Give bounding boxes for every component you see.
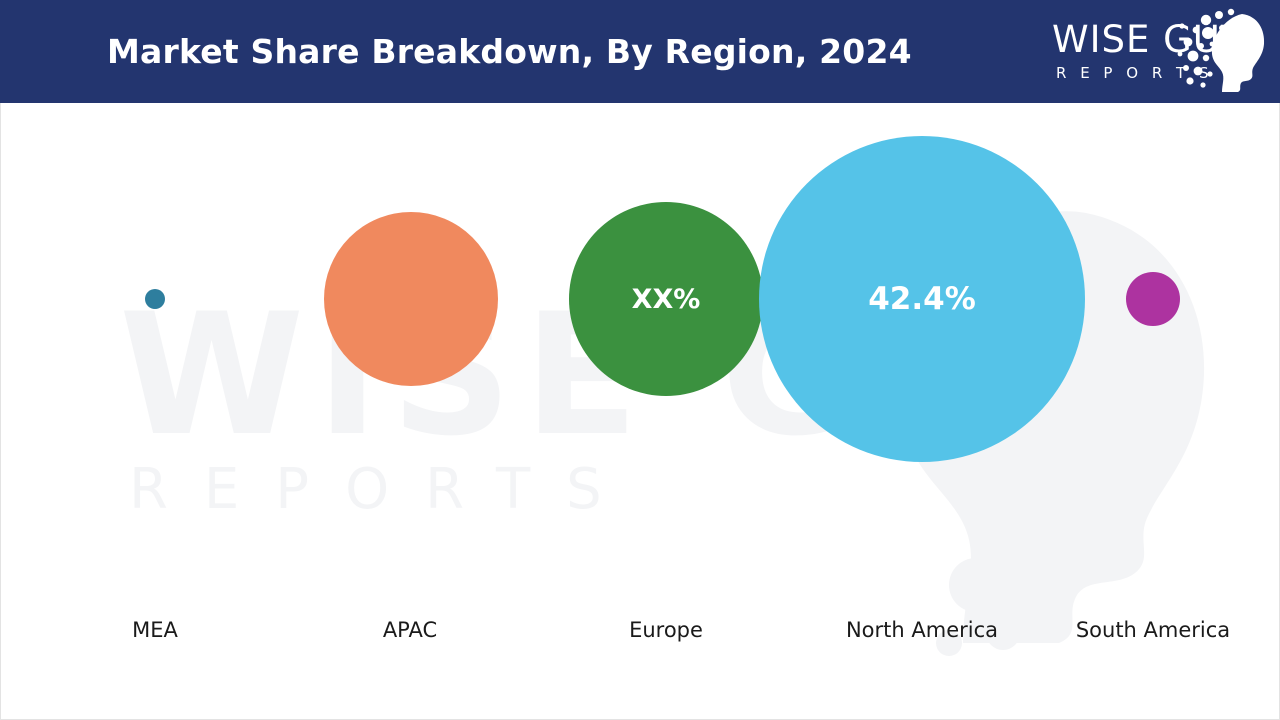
header-bar: Market Share Breakdown, By Region, 2024 … bbox=[0, 0, 1280, 103]
chart-plot-area: WISE GUY REPORTS XX% 42.4% bbox=[0, 103, 1280, 720]
axis-label-north-america: North America bbox=[845, 618, 999, 642]
bubble-south-america[interactable] bbox=[1126, 272, 1180, 326]
axis-label-south-america: South America bbox=[1075, 618, 1231, 642]
logo-wordmark-primary: WISE GUY bbox=[1052, 18, 1244, 61]
bubble-label-north-america: 42.4% bbox=[868, 280, 976, 317]
watermark-text-secondary: REPORTS bbox=[129, 457, 638, 522]
bubble-label-europe: XX% bbox=[631, 283, 701, 315]
axis-label-apac: APAC bbox=[382, 618, 438, 642]
logo-wordmark-secondary: R E P O R T S bbox=[1056, 64, 1213, 82]
bubble-apac[interactable] bbox=[324, 212, 498, 386]
axis-label-mea: MEA bbox=[132, 618, 178, 642]
bubble-mea[interactable] bbox=[145, 289, 165, 309]
logo-head-profile-icon bbox=[1177, 8, 1265, 92]
bubble-europe[interactable]: XX% bbox=[569, 202, 763, 396]
bubble-north-america[interactable]: 42.4% bbox=[759, 136, 1085, 462]
wiseguy-logo: WISE GUY R E P O R T S bbox=[1046, 8, 1266, 96]
page-title: Market Share Breakdown, By Region, 2024 bbox=[107, 32, 912, 71]
axis-label-europe: Europe bbox=[629, 618, 703, 642]
